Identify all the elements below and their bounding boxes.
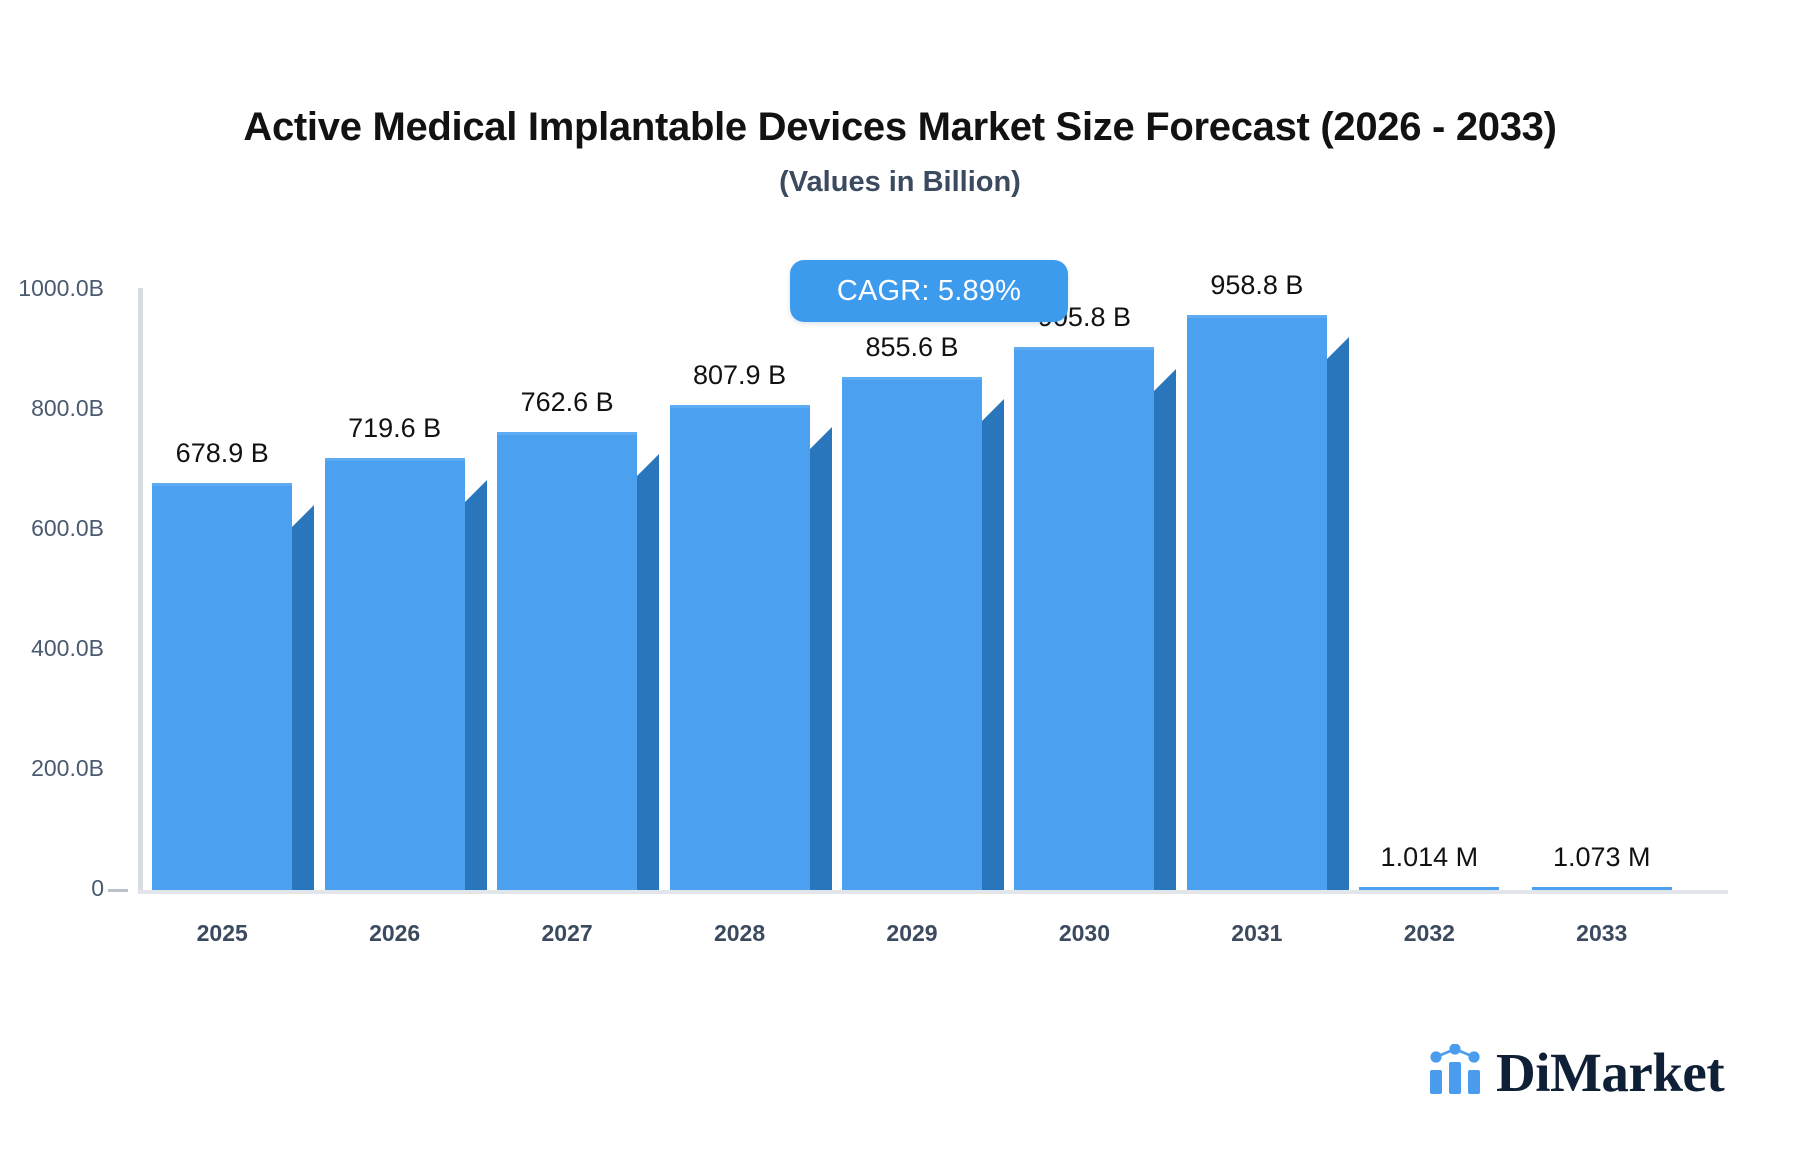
bar-front-face (497, 432, 638, 890)
bar[interactable]: 958.8 B (1186, 270, 1349, 890)
bar-front-face (669, 405, 810, 890)
x-axis-tick-label: 2031 (1231, 920, 1283, 946)
bar-value-label: 807.9 B (693, 360, 787, 391)
bar-side-face (637, 454, 660, 890)
bar[interactable]: 719.6 B (324, 413, 487, 890)
y-axis-line (138, 288, 143, 892)
chart-subtitle: (Values in Billion) (779, 166, 1021, 198)
bar-front-face (324, 458, 465, 890)
page-title: Active Medical Implantable Devices Marke… (243, 105, 1557, 149)
x-axis-line (138, 890, 1728, 894)
bar-side-face (464, 480, 487, 890)
bar-value-label: 762.6 B (520, 387, 614, 418)
x-axis-tick-label: 2028 (713, 920, 766, 946)
x-axis-tick-label: 2033 (1576, 920, 1628, 946)
brand-logo-text: DiMarket (1496, 1042, 1725, 1103)
bar-side-face (809, 427, 832, 890)
bar-side-face (292, 504, 315, 890)
y-axis-tick-label: 0 (91, 875, 104, 901)
bar-front-face (1186, 314, 1327, 890)
bar[interactable]: 1.073 M (1531, 842, 1672, 890)
x-axis-tick-label: 2032 (1403, 920, 1455, 946)
y-axis-tick-label: 600.0B (31, 515, 104, 541)
bar[interactable]: 1.014 M (1359, 842, 1500, 890)
y-axis-tick-label: 800.0B (31, 395, 104, 421)
bar[interactable]: 678.9 B (152, 438, 315, 890)
bar-side-face (1326, 336, 1349, 890)
brand-logo: DiMarket (1428, 1042, 1725, 1103)
x-axis-tick-label: 2027 (541, 920, 593, 946)
y-axis-zero-tick (108, 889, 128, 892)
bar-side-face (982, 398, 1004, 890)
bar[interactable]: 855.6 B (842, 332, 1004, 890)
x-axis-tick-label: 2025 (196, 920, 248, 946)
bar-value-label: 855.6 B (865, 331, 959, 362)
bar-front-face (152, 482, 293, 890)
bar-front-face (1531, 887, 1672, 890)
x-axis-tick-label: 2029 (886, 920, 938, 946)
y-axis-tick-label: 1000.0B (18, 275, 104, 301)
cagr-badge: CAGR: 5.89% (790, 260, 1068, 322)
bar[interactable]: 807.9 B (669, 360, 832, 890)
bar-value-label: 678.9 B (175, 437, 269, 468)
chart-header: Active Medical Implantable Devices Marke… (0, 0, 1800, 199)
x-axis-tick-label: 2026 (369, 920, 421, 946)
bar-chart-icon (1428, 1043, 1484, 1101)
y-axis-tick-label: 400.0B (31, 635, 104, 661)
y-axis-tick-label: 200.0B (31, 755, 104, 781)
cagr-badge-label: CAGR: 5.89% (836, 274, 1022, 307)
bar-front-face (842, 376, 982, 890)
bar-side-face (1154, 368, 1177, 890)
x-axis-tick-label: 2030 (1058, 920, 1111, 946)
bar[interactable]: 762.6 B (497, 387, 660, 890)
bar-front-face (1359, 887, 1500, 890)
bar-front-face (1014, 346, 1155, 890)
bar-value-label: 958.8 B (1210, 269, 1304, 300)
bar[interactable]: 905.8 B (1014, 302, 1177, 890)
bar-value-label: 719.6 B (348, 413, 442, 444)
bar-value-label: 1.014 M (1380, 842, 1479, 872)
bar-value-label: 1.073 M (1552, 842, 1651, 872)
